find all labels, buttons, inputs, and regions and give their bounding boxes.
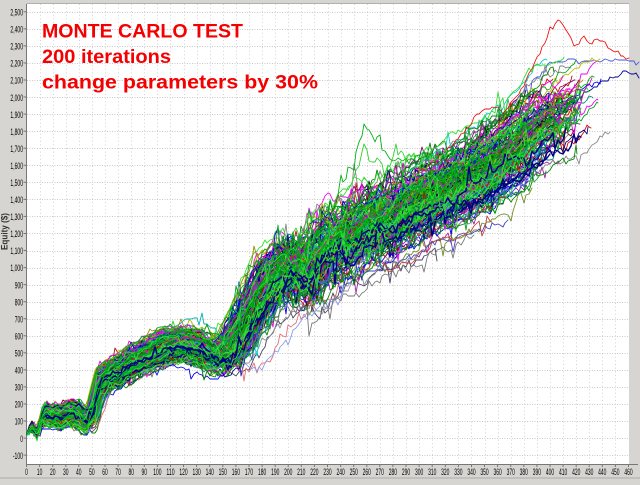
svg-text:320: 320 bbox=[441, 467, 449, 477]
svg-text:120: 120 bbox=[179, 467, 187, 477]
svg-text:220: 220 bbox=[310, 467, 318, 477]
svg-text:340: 340 bbox=[467, 467, 475, 477]
svg-text:200: 200 bbox=[284, 467, 292, 477]
svg-text:20: 20 bbox=[50, 467, 56, 477]
svg-text:270: 270 bbox=[376, 467, 384, 477]
svg-text:0: 0 bbox=[25, 467, 28, 477]
svg-text:190: 190 bbox=[271, 467, 279, 477]
svg-text:140: 140 bbox=[206, 467, 214, 477]
svg-text:460: 460 bbox=[624, 467, 632, 477]
svg-text:1,900: 1,900 bbox=[10, 110, 23, 120]
svg-text:2,500: 2,500 bbox=[10, 8, 23, 18]
svg-text:50: 50 bbox=[89, 467, 95, 477]
svg-text:280: 280 bbox=[389, 467, 397, 477]
svg-text:420: 420 bbox=[572, 467, 580, 477]
svg-text:10: 10 bbox=[37, 467, 43, 477]
svg-text:2,100: 2,100 bbox=[10, 76, 23, 86]
svg-text:-100: -100 bbox=[13, 451, 23, 461]
svg-text:100: 100 bbox=[15, 417, 23, 427]
svg-text:900: 900 bbox=[15, 280, 23, 290]
svg-text:700: 700 bbox=[15, 314, 23, 324]
svg-text:330: 330 bbox=[454, 467, 462, 477]
svg-text:60: 60 bbox=[102, 467, 108, 477]
svg-text:310: 310 bbox=[428, 467, 436, 477]
svg-text:change parameters by 30%: change parameters by 30% bbox=[42, 72, 318, 93]
svg-text:Equity ($): Equity ($) bbox=[0, 213, 10, 250]
svg-text:2,200: 2,200 bbox=[10, 59, 23, 69]
svg-text:40: 40 bbox=[76, 467, 82, 477]
svg-text:70: 70 bbox=[115, 467, 121, 477]
svg-text:500: 500 bbox=[15, 349, 23, 359]
svg-text:30: 30 bbox=[63, 467, 69, 477]
svg-text:300: 300 bbox=[415, 467, 423, 477]
svg-text:400: 400 bbox=[546, 467, 554, 477]
svg-text:130: 130 bbox=[192, 467, 200, 477]
svg-text:1,800: 1,800 bbox=[10, 127, 23, 137]
svg-text:210: 210 bbox=[297, 467, 305, 477]
svg-text:410: 410 bbox=[559, 467, 567, 477]
svg-text:1,200: 1,200 bbox=[10, 229, 23, 239]
svg-text:1,300: 1,300 bbox=[10, 212, 23, 222]
svg-text:1,500: 1,500 bbox=[10, 178, 23, 188]
svg-text:1,000: 1,000 bbox=[10, 263, 23, 273]
svg-text:170: 170 bbox=[245, 467, 253, 477]
svg-text:0: 0 bbox=[20, 434, 23, 444]
svg-text:290: 290 bbox=[402, 467, 410, 477]
svg-text:1,700: 1,700 bbox=[10, 144, 23, 154]
svg-text:150: 150 bbox=[219, 467, 227, 477]
svg-text:240: 240 bbox=[336, 467, 344, 477]
svg-text:160: 160 bbox=[232, 467, 240, 477]
svg-text:200: 200 bbox=[15, 400, 23, 410]
svg-text:250: 250 bbox=[350, 467, 358, 477]
svg-text:1,100: 1,100 bbox=[10, 246, 23, 256]
svg-text:350: 350 bbox=[480, 467, 488, 477]
svg-text:2,400: 2,400 bbox=[10, 25, 23, 35]
svg-text:440: 440 bbox=[598, 467, 606, 477]
svg-text:230: 230 bbox=[323, 467, 331, 477]
svg-text:1,400: 1,400 bbox=[10, 195, 23, 205]
svg-text:100: 100 bbox=[153, 467, 161, 477]
svg-text:80: 80 bbox=[128, 467, 134, 477]
svg-text:360: 360 bbox=[493, 467, 501, 477]
svg-text:MONTE CARLO TEST: MONTE CARLO TEST bbox=[42, 21, 243, 42]
svg-text:2,300: 2,300 bbox=[10, 42, 23, 52]
svg-text:2,000: 2,000 bbox=[10, 93, 23, 103]
svg-text:380: 380 bbox=[520, 467, 528, 477]
svg-text:260: 260 bbox=[363, 467, 371, 477]
svg-text:450: 450 bbox=[611, 467, 619, 477]
svg-text:390: 390 bbox=[533, 467, 541, 477]
svg-text:400: 400 bbox=[15, 366, 23, 376]
svg-text:300: 300 bbox=[15, 383, 23, 393]
svg-text:180: 180 bbox=[258, 467, 266, 477]
svg-text:1,600: 1,600 bbox=[10, 161, 23, 171]
svg-text:430: 430 bbox=[585, 467, 593, 477]
svg-text:110: 110 bbox=[166, 467, 174, 477]
svg-text:90: 90 bbox=[142, 467, 148, 477]
svg-text:370: 370 bbox=[507, 467, 515, 477]
svg-text:200 iterations: 200 iterations bbox=[42, 47, 171, 68]
svg-text:800: 800 bbox=[15, 297, 23, 307]
svg-text:600: 600 bbox=[15, 332, 23, 342]
